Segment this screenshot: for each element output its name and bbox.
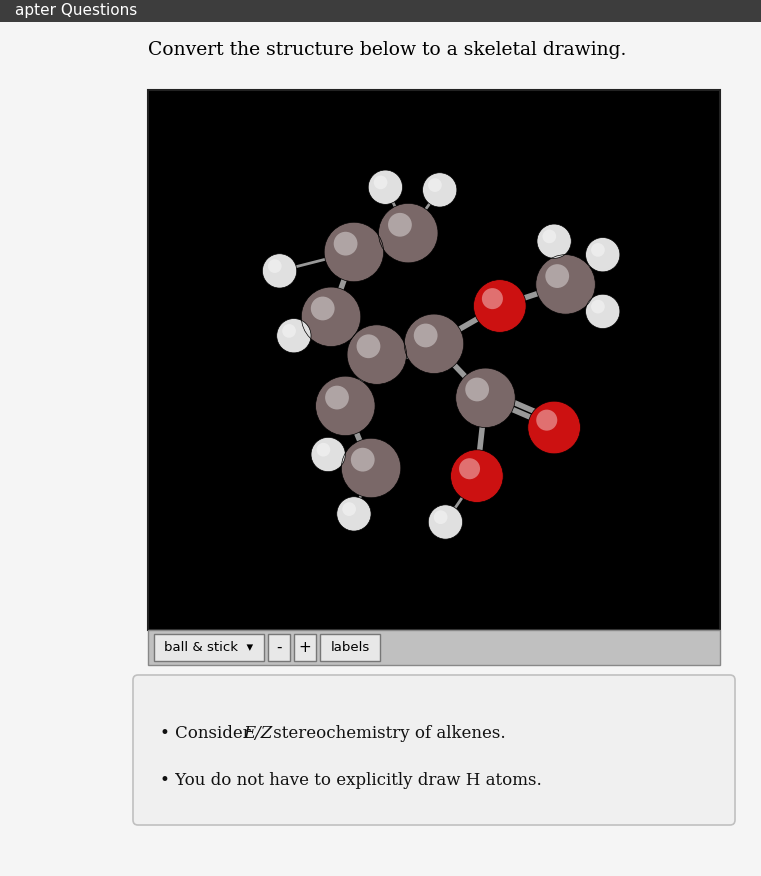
Circle shape: [325, 385, 349, 409]
Bar: [148, 90, 720, 630]
Circle shape: [434, 511, 447, 524]
Circle shape: [263, 254, 297, 288]
Circle shape: [459, 458, 480, 479]
Circle shape: [465, 378, 489, 401]
FancyBboxPatch shape: [294, 634, 316, 661]
Text: ball & stick  ▾: ball & stick ▾: [164, 641, 253, 654]
Text: apter Questions: apter Questions: [15, 4, 137, 18]
Circle shape: [422, 173, 457, 207]
Circle shape: [311, 437, 345, 471]
Circle shape: [347, 325, 406, 385]
Circle shape: [282, 324, 296, 338]
Circle shape: [351, 448, 374, 471]
Circle shape: [277, 319, 311, 353]
Text: Convert the structure below to a skeletal drawing.: Convert the structure below to a skeleta…: [148, 41, 626, 59]
Circle shape: [268, 259, 282, 273]
Circle shape: [310, 297, 335, 321]
Circle shape: [337, 497, 371, 531]
Bar: [0, 0, 761, 22]
Circle shape: [333, 232, 358, 256]
Circle shape: [317, 443, 330, 456]
FancyBboxPatch shape: [320, 634, 380, 661]
Circle shape: [536, 255, 595, 314]
Text: E/Z: E/Z: [243, 724, 272, 742]
Circle shape: [591, 243, 605, 257]
Circle shape: [428, 178, 442, 192]
Circle shape: [388, 213, 412, 237]
Circle shape: [482, 288, 503, 309]
Circle shape: [591, 300, 605, 314]
Circle shape: [378, 203, 438, 263]
Text: stereochemistry of alkenes.: stereochemistry of alkenes.: [268, 724, 505, 742]
Text: -: -: [276, 640, 282, 655]
Bar: [148, 630, 720, 665]
Circle shape: [537, 224, 572, 258]
Circle shape: [301, 287, 361, 347]
Circle shape: [342, 438, 401, 498]
Text: • You do not have to explicitly draw H atoms.: • You do not have to explicitly draw H a…: [160, 773, 542, 789]
Circle shape: [473, 279, 526, 332]
Circle shape: [543, 230, 556, 244]
Circle shape: [414, 323, 438, 348]
FancyBboxPatch shape: [268, 634, 290, 661]
Circle shape: [537, 410, 557, 431]
Circle shape: [342, 502, 356, 516]
Circle shape: [585, 294, 620, 328]
FancyBboxPatch shape: [133, 675, 735, 825]
Circle shape: [546, 265, 569, 288]
Circle shape: [456, 368, 515, 427]
Circle shape: [368, 170, 403, 204]
Circle shape: [404, 314, 463, 373]
Circle shape: [428, 505, 463, 539]
Circle shape: [316, 376, 375, 435]
Text: • Consider: • Consider: [160, 724, 256, 742]
Text: +: +: [298, 640, 311, 655]
Circle shape: [357, 335, 380, 358]
Text: labels: labels: [330, 641, 370, 654]
Circle shape: [585, 237, 620, 272]
Circle shape: [324, 223, 384, 282]
FancyBboxPatch shape: [154, 634, 264, 661]
Circle shape: [451, 449, 503, 503]
Circle shape: [528, 401, 581, 454]
Circle shape: [374, 175, 387, 189]
